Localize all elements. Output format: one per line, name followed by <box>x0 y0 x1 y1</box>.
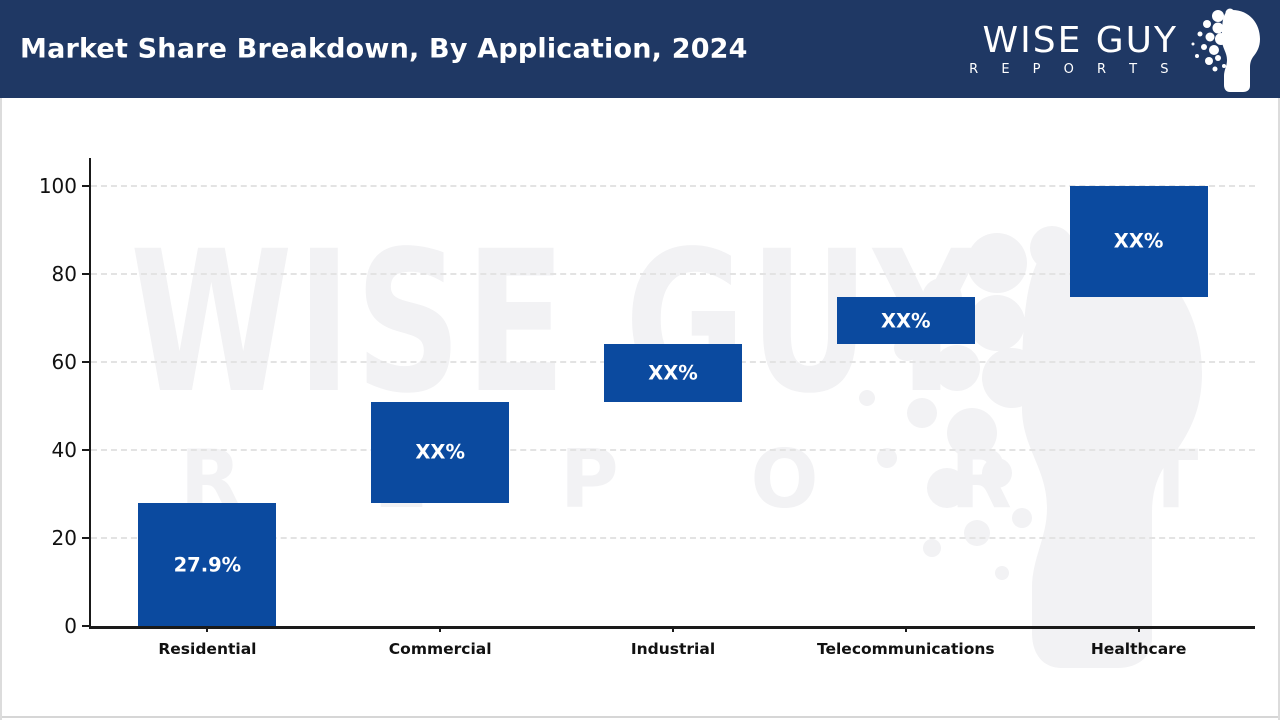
y-tick-label-60: 60 <box>51 350 77 374</box>
bar-commercial: XX% <box>371 401 510 504</box>
y-axis-line <box>89 158 91 628</box>
bar-value-label-residential: 27.9% <box>173 553 242 577</box>
y-tick-label-100: 100 <box>38 174 77 198</box>
x-tick-mark-industrial <box>672 626 674 632</box>
bar-healthcare: XX% <box>1069 186 1208 297</box>
x-tick-label-commercial: Commercial <box>388 640 492 658</box>
y-tick-mark-100 <box>82 185 89 187</box>
plot-area: 0 20 40 60 80 100 27.9% XX% XX% XX% XX% Residenti… <box>39 158 1255 658</box>
y-tick-label-40: 40 <box>51 438 77 462</box>
bar-value-label-industrial: XX% <box>648 361 698 385</box>
gridline-100 <box>91 185 1255 187</box>
gridline-20 <box>91 537 1255 539</box>
x-tick-mark-healthcare <box>1137 626 1140 632</box>
bar-residential: 27.9% <box>138 503 277 626</box>
brand-logo-name: WISE GUY <box>982 20 1178 62</box>
bar-telecommunications: XX% <box>836 296 975 345</box>
bar-value-label-commercial: XX% <box>415 440 465 464</box>
page-title: Market Share Breakdown, By Application, … <box>20 33 748 65</box>
y-tick-mark-20 <box>82 537 89 539</box>
gridline-80 <box>91 273 1255 275</box>
x-tick-mark-commercial <box>439 626 442 632</box>
bar-value-label-healthcare: XX% <box>1113 229 1164 253</box>
x-tick-mark-telecommunications <box>904 626 907 632</box>
x-tick-label-telecommunications: Telecommunications <box>816 640 995 658</box>
x-tick-mark-residential <box>206 626 209 632</box>
brand-logo: WISE GUY R E P O R T S <box>963 6 1264 92</box>
y-tick-mark-80 <box>82 273 89 275</box>
bottom-border-line <box>2 716 1278 718</box>
y-tick-label-20: 20 <box>51 526 77 550</box>
brand-logo-text: WISE GUY R E P O R T S <box>963 21 1178 77</box>
y-tick-label-80: 80 <box>51 262 77 286</box>
header-bar: Market Share Breakdown, By Application, … <box>0 0 1280 98</box>
x-tick-label-industrial: Industrial <box>630 640 716 658</box>
bar-industrial: XX% <box>604 344 742 402</box>
x-tick-label-residential: Residential <box>158 640 257 658</box>
y-tick-mark-60 <box>82 361 89 363</box>
gridline-40 <box>91 449 1255 451</box>
y-tick-mark-40 <box>82 449 89 451</box>
x-tick-label-healthcare: Healthcare <box>1090 640 1187 658</box>
bar-value-label-telecommunications: XX% <box>880 309 931 333</box>
y-tick-label-0: 0 <box>64 614 77 638</box>
brand-logo-subtitle: R E P O R T S <box>969 61 1178 77</box>
watermark-head-icon <box>859 226 1202 668</box>
brand-head-icon <box>1191 8 1260 92</box>
y-tick-mark-0 <box>82 625 89 627</box>
